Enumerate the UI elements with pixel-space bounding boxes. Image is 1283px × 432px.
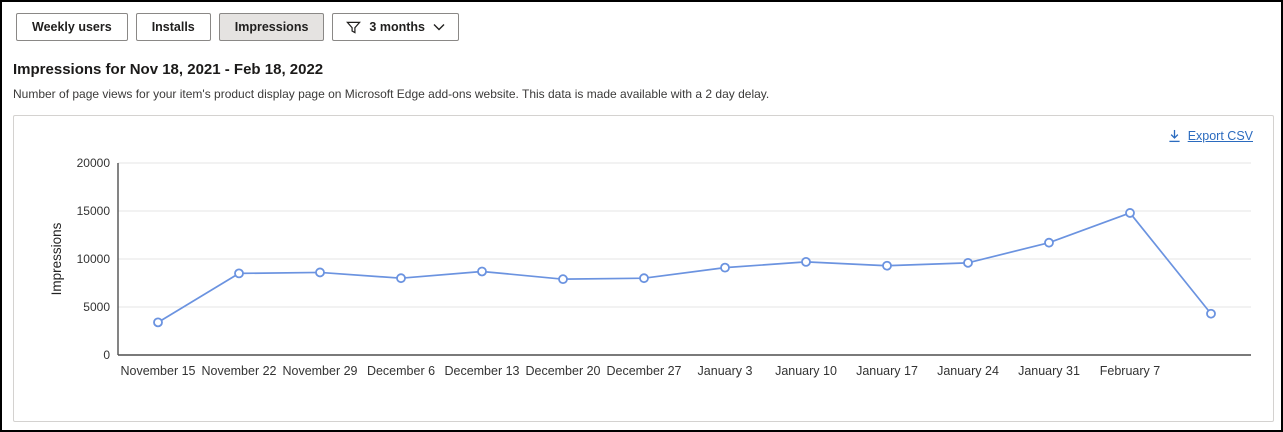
y-tick-label: 15000 [77,204,111,218]
x-tick-label: December 27 [606,364,681,378]
metrics-toolbar: Weekly users Installs Impressions 3 mont… [16,13,459,41]
x-tick-label: December 20 [525,364,600,378]
x-tick-label: December 6 [367,364,435,378]
data-point-marker[interactable] [315,267,325,278]
data-point-marker[interactable] [1206,308,1216,319]
data-point-marker[interactable] [153,317,163,328]
data-point-marker[interactable] [963,257,973,268]
export-csv-label: Export CSV [1187,129,1253,143]
x-tick-label: January 17 [856,364,918,378]
data-point-marker[interactable] [720,262,730,273]
data-point-marker[interactable] [396,273,406,284]
page-title: Impressions for Nov 18, 2021 - Feb 18, 2… [13,61,324,78]
installs-button[interactable]: Installs [135,13,211,41]
x-tick-label: January 24 [937,364,999,378]
chart-panel: Export CSV 0 5000 10000 15000 20000 Impressio… [13,115,1274,422]
y-tick-label: 0 [103,348,110,362]
y-tick-label: 20000 [77,156,111,170]
funnel-icon [346,20,362,35]
data-point-marker[interactable] [639,273,649,284]
impressions-button[interactable]: Impressions [218,13,325,41]
x-tick-label: November 22 [201,364,276,378]
x-tick-label: January 10 [775,364,837,378]
data-point-marker[interactable] [882,260,892,271]
data-point-marker[interactable] [234,268,244,279]
data-point-marker[interactable] [1044,237,1054,248]
data-point-marker[interactable] [801,256,811,267]
x-tick-label: February 7 [1100,364,1160,378]
x-tick-label: January 3 [698,364,753,378]
time-range-label: 3 months [369,20,425,34]
time-range-dropdown[interactable]: 3 months [332,13,459,41]
y-tick-label: 10000 [77,252,111,266]
x-tick-label: November 15 [120,364,195,378]
impressions-line-chart: 0 5000 10000 15000 20000 Impressions November … [49,156,1251,378]
y-tick-label: 5000 [83,300,110,314]
series-line [157,212,1212,324]
x-tick-label: November 29 [282,364,357,378]
y-axis-title: Impressions [49,222,64,295]
data-point-marker[interactable] [1125,208,1135,218]
data-point-marker[interactable] [558,274,568,285]
chevron-down-icon [433,23,445,31]
download-icon [1168,129,1181,143]
export-csv-link[interactable]: Export CSV [1168,129,1253,143]
x-tick-label: December 13 [444,364,519,378]
data-point-marker[interactable] [477,266,487,277]
x-tick-label: January 31 [1018,364,1080,378]
page-description: Number of page views for your item's pro… [13,87,770,101]
weekly-users-button[interactable]: Weekly users [16,13,128,41]
